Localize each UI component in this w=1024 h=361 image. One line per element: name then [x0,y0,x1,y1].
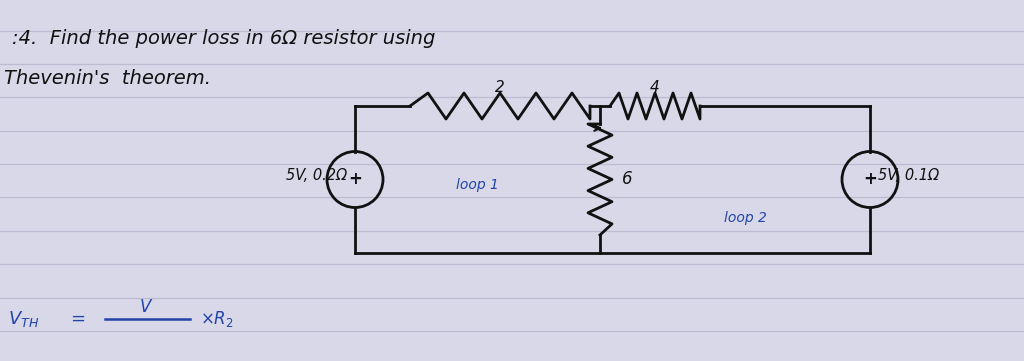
Text: 6: 6 [622,170,633,188]
Text: loop 2: loop 2 [724,211,766,225]
Text: 5V, 0.2Ω: 5V, 0.2Ω [286,168,347,183]
Text: 5V, 0.1Ω: 5V, 0.1Ω [878,168,939,183]
Text: +: + [863,170,877,188]
Text: $\times R_2$: $\times R_2$ [200,309,233,329]
Text: 4: 4 [650,81,659,96]
Text: $V_{TH}$: $V_{TH}$ [8,309,39,329]
Text: V: V [139,298,151,316]
Text: Thevenin's  theorem.: Thevenin's theorem. [4,70,211,88]
Text: :4.  Find the power loss in 6Ω resistor using: :4. Find the power loss in 6Ω resistor u… [12,30,435,48]
Text: +: + [348,170,361,188]
Text: loop 1: loop 1 [456,178,499,191]
Text: =: = [70,310,85,328]
Text: 2: 2 [496,81,505,96]
